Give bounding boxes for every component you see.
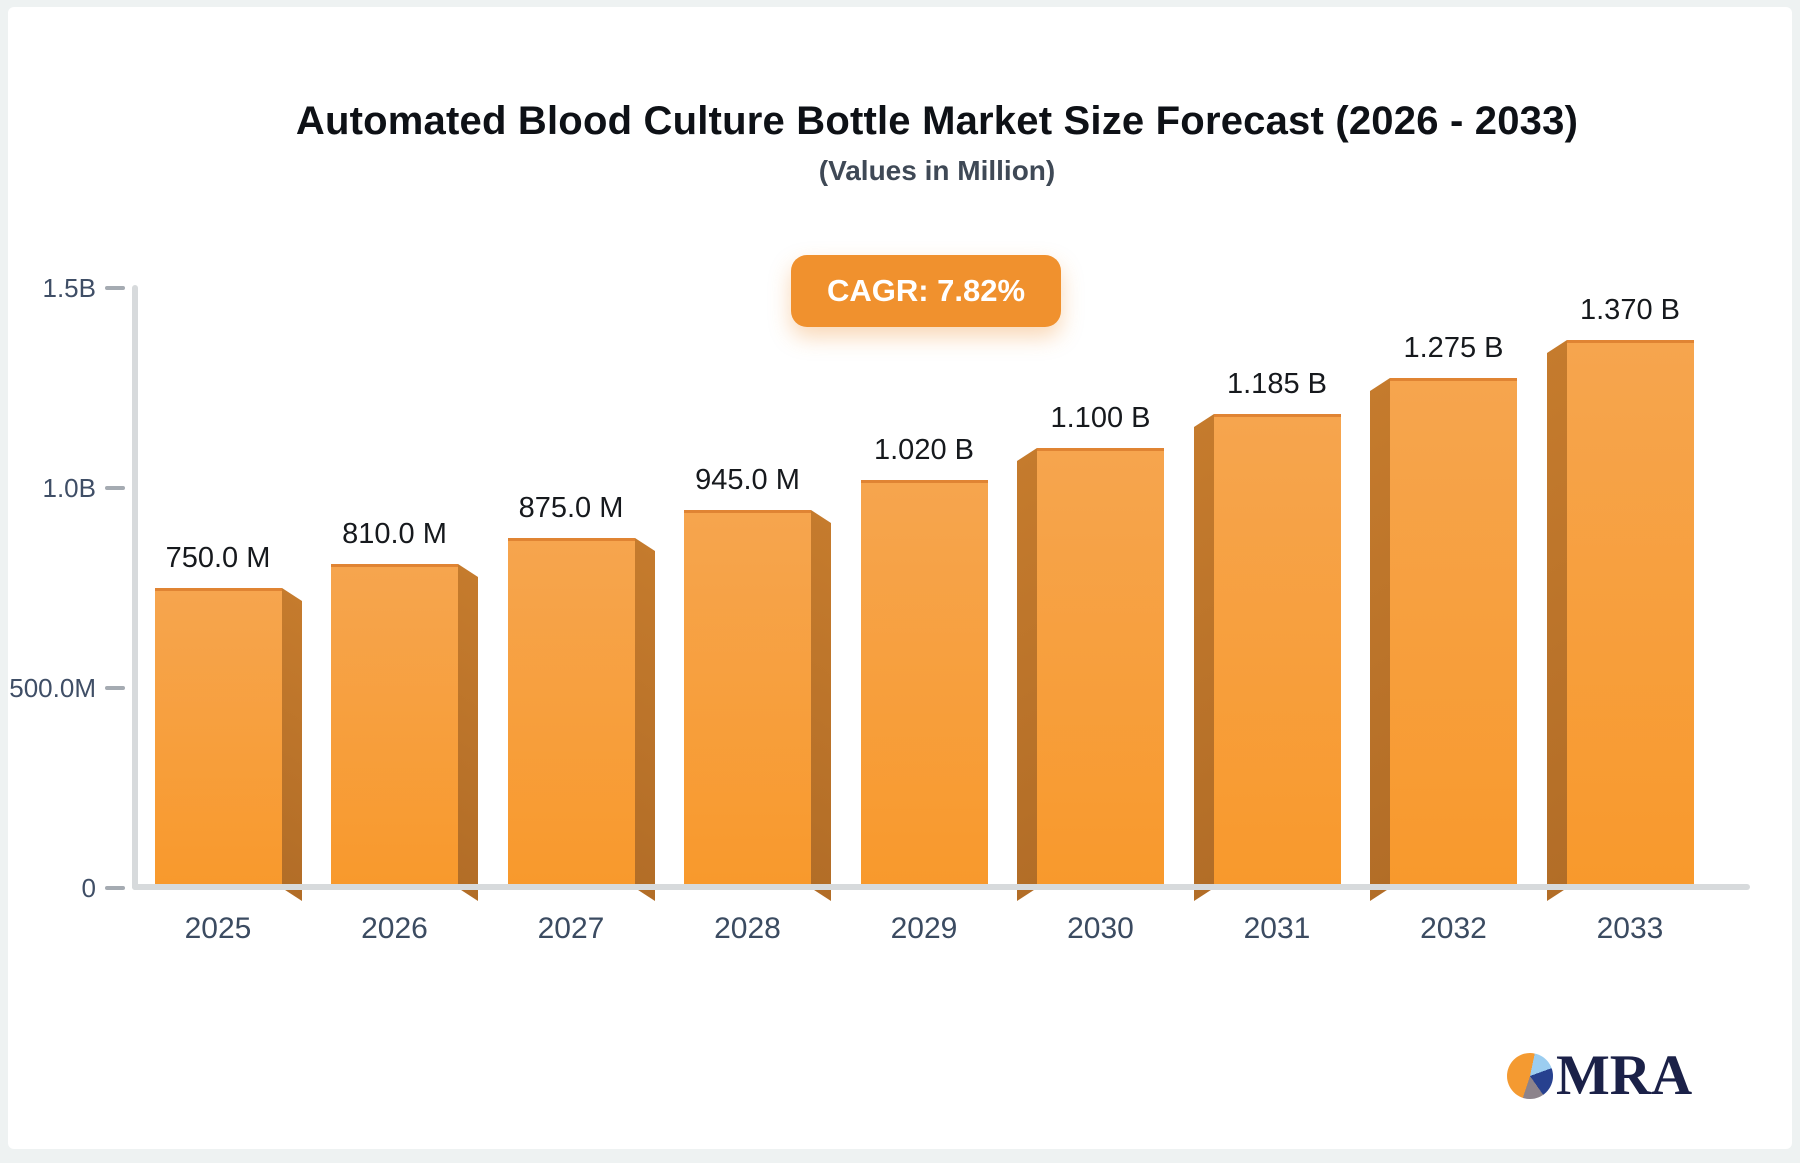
bar-side	[281, 588, 302, 901]
bar-side	[811, 510, 831, 901]
cagr-badge: CAGR: 7.82%	[791, 255, 1061, 327]
bar-front	[1213, 414, 1341, 888]
plot-area: 1.5B 1.0B 500.0M 0 750.0 M 2025 810.0 M 2026 875…	[8, 7, 1792, 1149]
y-tick-label: 0	[81, 873, 96, 903]
y-tick-mark	[105, 686, 125, 690]
x-axis-label: 2027	[537, 912, 605, 945]
x-axis-label: 2031	[1243, 912, 1311, 945]
y-tick-mark	[105, 886, 125, 890]
x-axis-label: 2033	[1596, 912, 1664, 945]
bar-front	[684, 510, 811, 888]
bar-side	[458, 564, 478, 901]
y-tick-label: 500.0M	[9, 673, 96, 703]
x-axis-label: 2025	[184, 912, 252, 945]
chart-title: Automated Blood Culture Bottle Market Si…	[295, 99, 1579, 143]
bar-value-label: 1.020 B	[874, 434, 974, 466]
x-axis-label: 2026	[361, 912, 428, 945]
y-tick-mark	[105, 286, 125, 290]
pie-chart-icon	[1507, 1053, 1553, 1099]
bar-value-label: 945.0 M	[695, 464, 800, 496]
bar-front	[331, 564, 458, 888]
logo-text: MRA	[1556, 1044, 1693, 1107]
bar-front	[1390, 378, 1517, 888]
bar-value-label: 1.100 B	[1050, 402, 1151, 434]
y-tick-label: 1.5B	[42, 273, 97, 303]
bar-value-label: 1.275 B	[1403, 332, 1504, 364]
bar-front	[1566, 340, 1694, 888]
y-tick-label: 1.0B	[42, 473, 97, 503]
x-axis-label: 2032	[1420, 912, 1487, 945]
bar-side	[1017, 448, 1037, 901]
bar-front	[1037, 448, 1164, 888]
chart-canvas: Automated Blood Culture Bottle Market Si…	[8, 7, 1792, 1149]
x-axis-label: 2029	[890, 912, 958, 945]
bar-side	[1370, 378, 1390, 901]
cagr-badge-label: CAGR: 7.82%	[826, 273, 1026, 308]
brand-logo: MRA	[1507, 1041, 1737, 1111]
chart-subtitle: (Values in Million)	[818, 155, 1056, 186]
bar-value-label: 875.0 M	[518, 492, 624, 524]
bar-value-label: 810.0 M	[342, 518, 447, 550]
bar-side	[634, 538, 655, 901]
bar-value-label: 1.185 B	[1227, 368, 1327, 400]
y-axis-line	[132, 285, 138, 890]
x-axis-label: 2028	[714, 912, 781, 945]
bar-value-label: 750.0 M	[165, 542, 271, 574]
y-tick-mark	[105, 486, 125, 490]
bar-value-label: 1.370 B	[1580, 294, 1680, 326]
x-axis-label: 2030	[1067, 912, 1134, 945]
x-axis-line	[132, 884, 1750, 890]
bar-front	[154, 588, 282, 888]
bar-front	[860, 480, 988, 888]
bar-side	[1193, 414, 1214, 901]
bar-side	[1546, 340, 1567, 901]
bar-front	[507, 538, 635, 888]
